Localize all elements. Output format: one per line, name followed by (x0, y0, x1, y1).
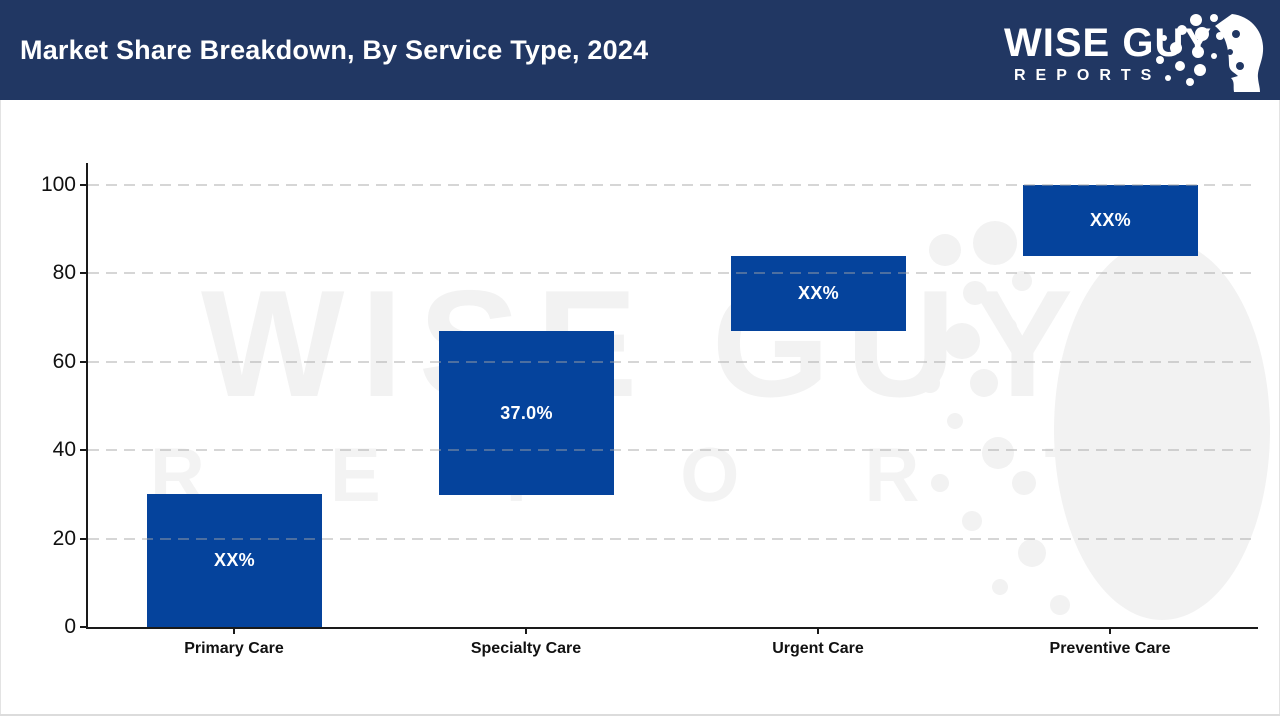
x-category-label: Preventive Care (1049, 640, 1171, 657)
chart-title: Market Share Breakdown, By Service Type,… (20, 34, 649, 65)
y-tick-mark (80, 272, 87, 275)
header-bar: Market Share Breakdown, By Service Type,… (0, 0, 1280, 100)
gridline (88, 272, 1256, 275)
y-axis-line (86, 163, 88, 629)
x-category-label: Specialty Care (470, 640, 582, 657)
logo-face-dots (1227, 30, 1244, 70)
y-tick-mark (80, 449, 87, 452)
x-tick-mark (817, 629, 819, 634)
y-tick-mark (80, 626, 87, 628)
gridline (88, 360, 1256, 363)
y-tick-label: 80 (52, 261, 76, 285)
x-tick-mark (525, 629, 527, 634)
y-tick-label: 100 (40, 173, 76, 196)
bar-value-label: XX% (1090, 210, 1131, 230)
y-tick-mark (80, 537, 87, 540)
gridline (88, 449, 1256, 452)
logo-text-reports: REPORTS (1014, 67, 1161, 84)
frame-left (0, 100, 1, 716)
gridline (88, 537, 1256, 540)
bar-value-label: 37.0% (500, 402, 553, 423)
x-tick-mark (233, 629, 235, 634)
bar-preventive-care: XX% (1023, 185, 1198, 256)
frame-bottom (0, 714, 1280, 716)
y-tick-mark (80, 360, 87, 363)
bar-specialty-care: 37.0% (439, 331, 614, 495)
x-tick-mark (1109, 629, 1111, 634)
y-tick-label: 40 (52, 438, 76, 462)
bar-value-label: XX% (214, 550, 255, 570)
gridline (88, 184, 1256, 186)
y-tick-label: 0 (64, 615, 76, 638)
bar-value-label: XX% (798, 283, 839, 303)
bar-primary-care: XX% (147, 494, 322, 627)
watermark-text: WISE GUY (200, 259, 1090, 429)
y-tick-label: 20 (52, 526, 76, 550)
logo-face-icon (1156, 14, 1264, 92)
x-axis-line (86, 627, 1258, 629)
wiseguy-logo: WISE GUY REPORTS (1004, 14, 1264, 92)
watermark-face-icon (920, 221, 1270, 620)
bar-urgent-care: XX% (731, 256, 906, 331)
plot-area: 0 20 40 60 80 100 XX% Primary Care 37.0% Specialt… (0, 100, 1280, 720)
y-tick-mark (80, 184, 87, 186)
x-category-label: Urgent Care (772, 640, 864, 657)
y-tick-label: 60 (52, 349, 76, 373)
x-category-label: Primary Care (184, 640, 284, 657)
